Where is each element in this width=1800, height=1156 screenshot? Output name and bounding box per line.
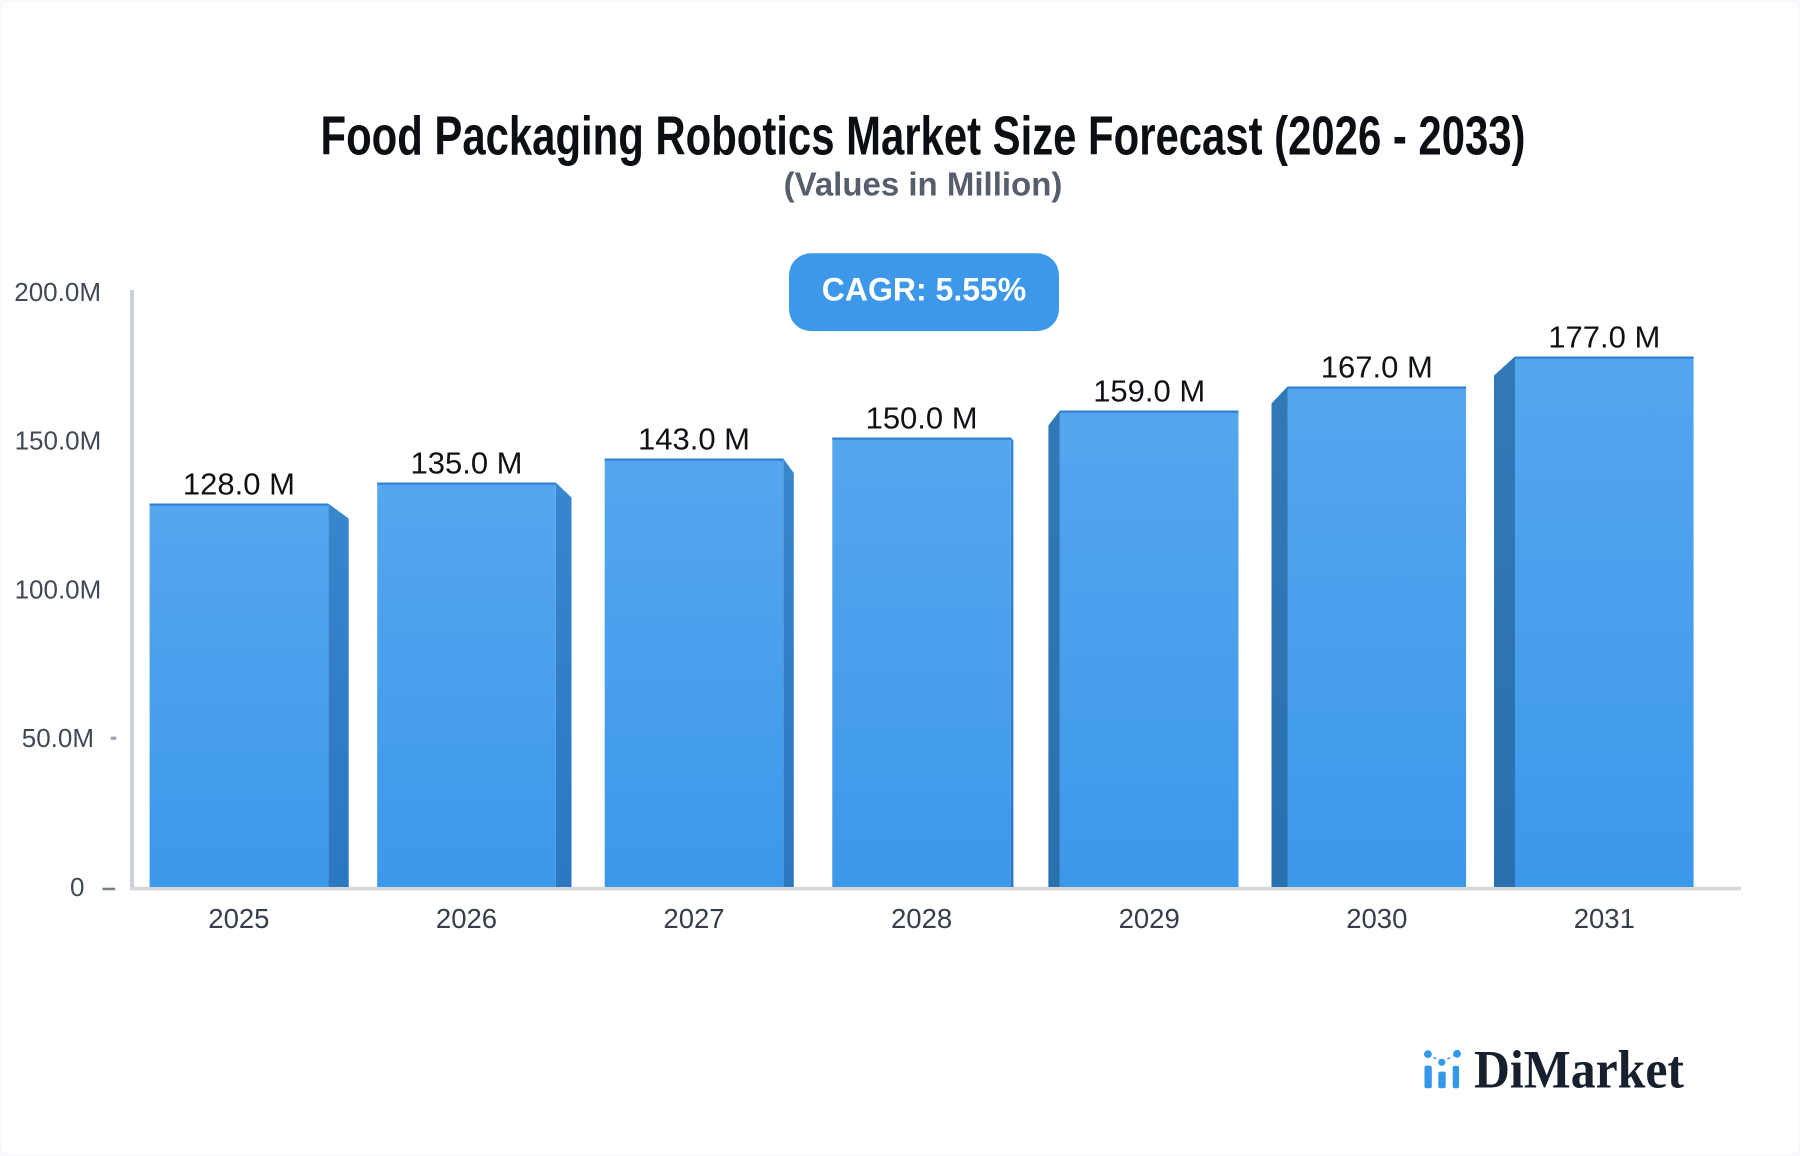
svg-text:0: 0 [70, 872, 84, 902]
svg-text:150.0M: 150.0M [15, 426, 102, 456]
svg-text:(Values in Million): (Values in Million) [784, 166, 1063, 203]
svg-text:159.0 M: 159.0 M [1093, 374, 1205, 409]
svg-text:50.0M: 50.0M [22, 723, 94, 753]
svg-text:200.0M: 200.0M [14, 277, 101, 307]
svg-text:167.0 M: 167.0 M [1321, 350, 1433, 385]
svg-text:135.0 M: 135.0 M [410, 446, 522, 481]
svg-text:150.0 M: 150.0 M [866, 401, 978, 436]
svg-text:2029: 2029 [1119, 903, 1180, 934]
svg-text:177.0 M: 177.0 M [1548, 320, 1660, 355]
svg-text:2027: 2027 [663, 903, 724, 934]
svg-text:DiMarket: DiMarket [1474, 1040, 1684, 1100]
svg-text:128.0 M: 128.0 M [183, 467, 295, 502]
svg-text:143.0 M: 143.0 M [638, 422, 750, 457]
svg-text:100.0M: 100.0M [15, 574, 102, 604]
svg-text:2026: 2026 [436, 903, 497, 934]
svg-text:2030: 2030 [1346, 903, 1407, 934]
svg-text:CAGR: 5.55%: CAGR: 5.55% [822, 272, 1027, 308]
svg-text:2025: 2025 [208, 903, 269, 934]
svg-text:Food Packaging Robotics Market: Food Packaging Robotics Market Size Fore… [321, 105, 1526, 167]
svg-text:2031: 2031 [1574, 903, 1635, 934]
svg-text:2028: 2028 [891, 903, 952, 934]
